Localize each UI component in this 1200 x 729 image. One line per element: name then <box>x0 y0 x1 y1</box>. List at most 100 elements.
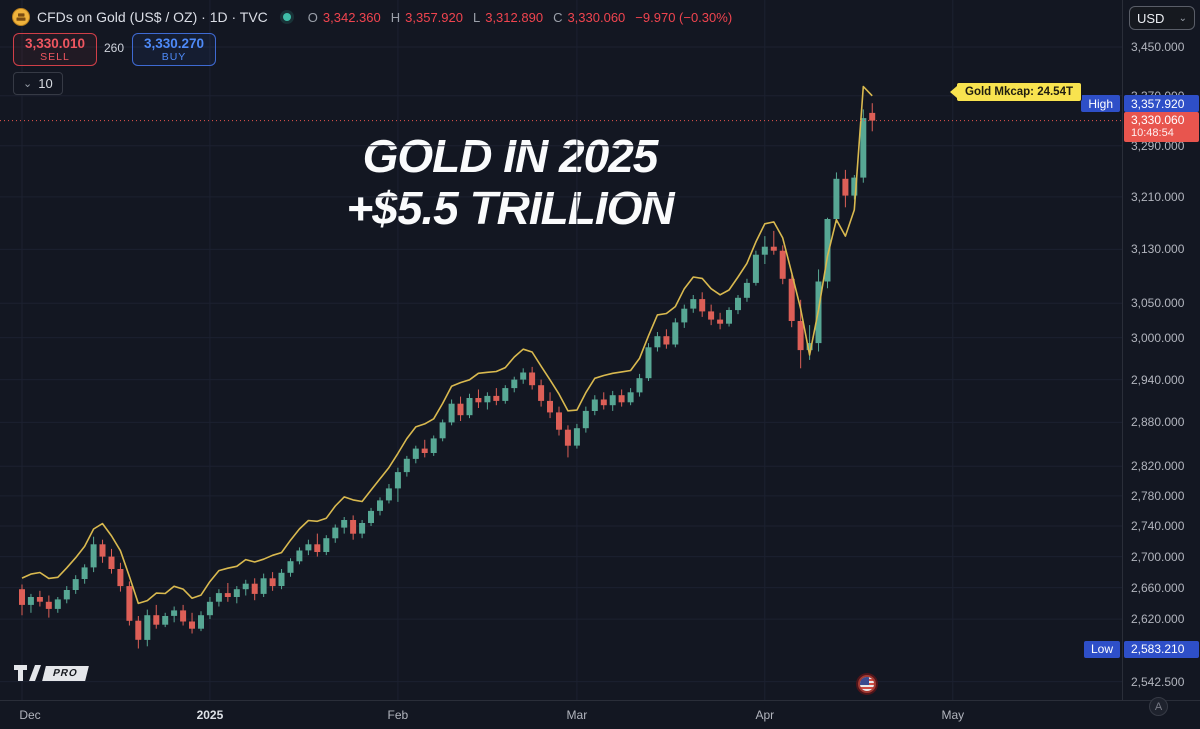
candle[interactable] <box>287 558 294 577</box>
candle[interactable] <box>770 230 777 255</box>
tradingview-logo[interactable]: PRO <box>14 664 89 682</box>
candle[interactable] <box>699 292 706 317</box>
candle[interactable] <box>779 245 786 285</box>
candle[interactable] <box>743 278 750 302</box>
candle[interactable] <box>36 590 43 607</box>
candle[interactable] <box>385 484 392 504</box>
candle[interactable] <box>45 595 52 618</box>
candle[interactable] <box>341 517 348 534</box>
time-axis[interactable]: Dec 2025 Feb Mar Apr May <box>0 700 1200 729</box>
quantity-dropdown[interactable]: ⌄ 10 <box>13 72 63 95</box>
candle[interactable] <box>564 425 571 458</box>
candle[interactable] <box>323 535 330 556</box>
candle[interactable] <box>761 236 768 264</box>
currency-selector[interactable]: USD ⌄ <box>1129 6 1195 30</box>
candle[interactable] <box>735 295 741 315</box>
candle[interactable] <box>368 507 374 526</box>
candle[interactable] <box>350 515 357 540</box>
candle[interactable] <box>645 343 652 381</box>
candle[interactable] <box>108 548 115 574</box>
candle[interactable] <box>251 578 258 601</box>
candle[interactable] <box>99 539 106 563</box>
candle[interactable] <box>690 295 697 313</box>
candle[interactable] <box>394 467 401 502</box>
candle[interactable] <box>842 169 849 208</box>
candle[interactable] <box>81 564 88 584</box>
candle[interactable] <box>681 304 688 328</box>
adjust-badge[interactable]: A <box>1149 697 1168 716</box>
candle[interactable] <box>538 379 545 407</box>
candle[interactable] <box>529 366 536 390</box>
candle[interactable] <box>90 536 97 573</box>
candle[interactable] <box>269 572 276 591</box>
candle[interactable] <box>27 593 34 613</box>
candle[interactable] <box>162 612 169 628</box>
candle[interactable] <box>609 390 616 411</box>
candle[interactable] <box>717 312 724 330</box>
candle[interactable] <box>117 562 124 592</box>
candle[interactable] <box>206 597 213 620</box>
candle[interactable] <box>484 392 491 410</box>
candle[interactable] <box>851 175 858 200</box>
candle[interactable] <box>556 406 562 436</box>
candle[interactable] <box>403 455 410 477</box>
candle[interactable] <box>869 103 876 132</box>
buy-button[interactable]: 3,330.270 BUY <box>132 33 216 66</box>
candle[interactable] <box>654 332 661 352</box>
candle[interactable] <box>430 435 437 456</box>
candle[interactable] <box>63 586 70 604</box>
candle[interactable] <box>448 399 455 426</box>
candle[interactable] <box>788 274 795 328</box>
price-axis[interactable]: USD ⌄ 3,357.920 3,330.060 10:48:54 2,583… <box>1122 0 1200 700</box>
candle[interactable] <box>171 606 178 623</box>
candle[interactable] <box>475 389 482 409</box>
candle[interactable] <box>242 579 249 596</box>
candle[interactable] <box>511 376 518 393</box>
candle[interactable] <box>278 569 285 590</box>
candle[interactable] <box>520 368 527 384</box>
candle[interactable] <box>573 423 580 449</box>
candle[interactable] <box>663 329 670 349</box>
candle[interactable] <box>636 373 643 397</box>
candle[interactable] <box>600 392 607 410</box>
candle[interactable] <box>54 597 61 613</box>
candle[interactable] <box>377 497 383 516</box>
candle[interactable] <box>726 307 732 327</box>
symbol-title[interactable]: CFDs on Gold (US$ / OZ) · 1D · TVC <box>37 9 268 25</box>
economic-event-marker[interactable] <box>856 673 878 695</box>
mkcap-flag-label[interactable]: Gold Mkcap: 24.54T <box>950 82 1083 102</box>
candle[interactable] <box>153 604 160 629</box>
market-status-icon[interactable] <box>282 13 291 21</box>
candle[interactable] <box>412 445 419 464</box>
candle[interactable] <box>260 573 267 597</box>
candle[interactable] <box>457 396 464 421</box>
candle[interactable] <box>233 586 240 604</box>
candle[interactable] <box>708 304 715 326</box>
candle[interactable] <box>144 609 151 647</box>
candle[interactable] <box>72 575 79 594</box>
candle[interactable] <box>591 395 598 416</box>
candle[interactable] <box>627 388 634 406</box>
sell-button[interactable]: 3,330.010 SELL <box>13 33 97 66</box>
candle[interactable] <box>860 109 867 183</box>
candle[interactable] <box>439 419 446 442</box>
candle[interactable] <box>332 524 339 543</box>
candle[interactable] <box>189 612 195 634</box>
candle[interactable] <box>19 584 25 616</box>
candle[interactable] <box>314 533 321 557</box>
candle[interactable] <box>618 389 625 407</box>
candle[interactable] <box>547 392 553 419</box>
candle[interactable] <box>135 616 142 649</box>
candle[interactable] <box>502 385 509 404</box>
chart-plot[interactable] <box>0 0 1122 700</box>
candle[interactable] <box>180 604 187 626</box>
candle[interactable] <box>582 406 589 433</box>
candle[interactable] <box>421 439 428 458</box>
candle[interactable] <box>224 583 231 602</box>
candle[interactable] <box>198 611 204 632</box>
candle[interactable] <box>833 172 840 223</box>
candle[interactable] <box>672 318 679 348</box>
candle[interactable] <box>466 393 473 419</box>
candle[interactable] <box>126 581 133 626</box>
candle[interactable] <box>215 589 222 607</box>
